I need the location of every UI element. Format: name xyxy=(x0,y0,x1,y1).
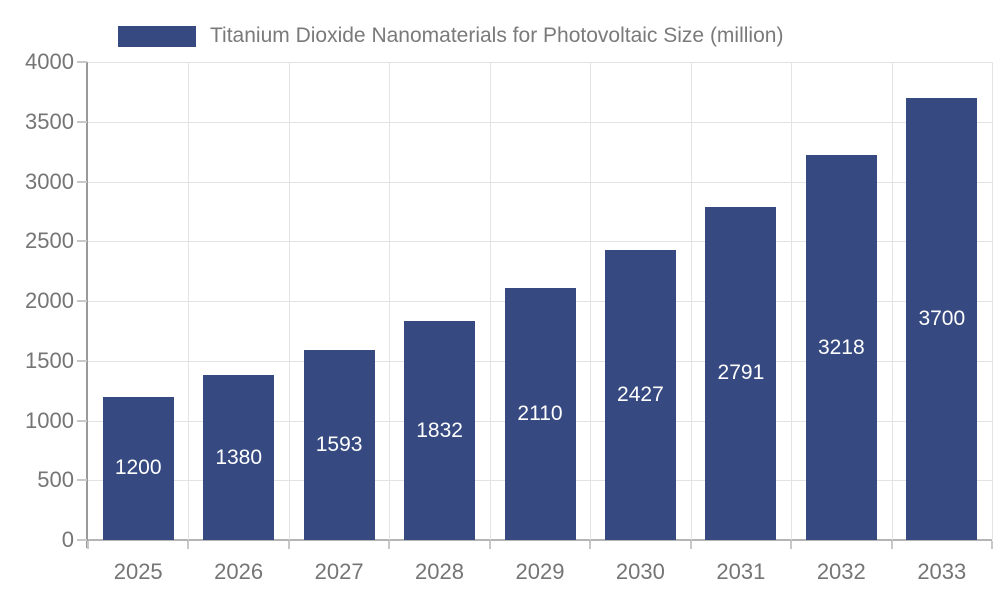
gridline-v xyxy=(188,62,190,540)
bar-value-label: 2110 xyxy=(517,402,563,425)
x-tick-label: 2030 xyxy=(615,559,665,584)
gridline-v xyxy=(590,62,592,540)
y-tick-label: 2000 xyxy=(25,288,74,313)
y-tick-label: 0 xyxy=(61,527,74,552)
gridline-v xyxy=(791,62,793,540)
bar-value-label: 3218 xyxy=(817,335,865,359)
y-tick-mark xyxy=(77,539,87,541)
y-tick-mark xyxy=(77,240,87,243)
legend-label: Titanium Dioxide Nanomaterials for Photo… xyxy=(210,24,784,47)
bar: 1200 xyxy=(102,396,174,540)
x-tick-label: 2033 xyxy=(917,559,967,584)
x-tick-label: 2029 xyxy=(515,559,565,584)
gridline-h xyxy=(88,181,992,183)
x-tick-mark xyxy=(488,541,491,549)
y-tick-label: 3500 xyxy=(25,108,74,134)
gridline-v xyxy=(992,62,993,540)
gridline-h xyxy=(88,241,992,243)
bar-value-label: 2427 xyxy=(617,383,664,406)
chart-legend: Titanium Dioxide Nanomaterials for Photo… xyxy=(118,24,783,48)
gridline-v xyxy=(288,62,290,540)
y-tick-mark xyxy=(77,479,87,482)
bar: 1380 xyxy=(203,375,275,540)
x-tick-label: 2028 xyxy=(415,559,464,584)
gridline-h xyxy=(88,62,992,63)
gridline-v xyxy=(891,62,893,540)
bar: 1593 xyxy=(303,349,375,540)
y-tick-mark xyxy=(77,180,87,183)
x-tick-mark xyxy=(689,541,692,549)
y-tick-mark xyxy=(77,120,87,123)
plot-area: 1200 1380 1593 1832 2110 2427 2791 3218 3700 xyxy=(88,62,993,540)
x-tick-mark xyxy=(287,541,290,549)
x-axis-line xyxy=(88,539,992,541)
bar: 2427 xyxy=(604,250,676,540)
gridline-v xyxy=(690,62,692,540)
bar-value-label: 1593 xyxy=(315,432,363,456)
bar: 2791 xyxy=(705,206,777,540)
x-tick-mark xyxy=(890,541,893,549)
gridline-v xyxy=(489,62,491,540)
y-tick-mark xyxy=(77,419,87,422)
y-tick-mark xyxy=(77,61,87,63)
y-tick-label: 3000 xyxy=(25,168,74,194)
x-tick-label: 2026 xyxy=(214,559,264,584)
bar-value-label: 1380 xyxy=(215,445,263,469)
x-tick-label: 2032 xyxy=(816,559,866,584)
x-tick-label: 2031 xyxy=(716,559,766,584)
bar-value-label: 3700 xyxy=(918,306,966,330)
x-tick-mark xyxy=(991,541,993,549)
x-tick-label: 2027 xyxy=(314,559,364,584)
bar-value-label: 2791 xyxy=(717,361,765,385)
gridline-v xyxy=(389,62,391,540)
gridline-h xyxy=(88,121,992,123)
y-tick-label: 4000 xyxy=(25,49,74,74)
bar-value-label: 1200 xyxy=(114,456,162,480)
y-axis-line xyxy=(86,62,88,548)
bar: 3218 xyxy=(805,155,877,540)
x-tick-mark xyxy=(187,541,190,549)
y-tick-mark xyxy=(77,359,87,362)
x-tick-mark xyxy=(589,541,592,549)
y-tick-mark xyxy=(77,300,87,302)
bar-value-label: 1832 xyxy=(416,418,463,442)
y-tick-label: 2500 xyxy=(25,228,74,254)
x-tick-mark xyxy=(790,541,793,549)
y-tick-label: 1000 xyxy=(25,407,74,433)
x-tick-mark xyxy=(87,541,89,549)
bar: 1832 xyxy=(404,321,476,540)
bar: 3700 xyxy=(906,97,978,540)
bar: 2110 xyxy=(504,287,576,540)
x-tick-mark xyxy=(388,541,391,549)
y-tick-label: 1500 xyxy=(25,347,74,373)
legend-swatch xyxy=(118,25,196,47)
x-tick-label: 2025 xyxy=(113,559,163,584)
y-tick-label: 500 xyxy=(37,467,74,493)
